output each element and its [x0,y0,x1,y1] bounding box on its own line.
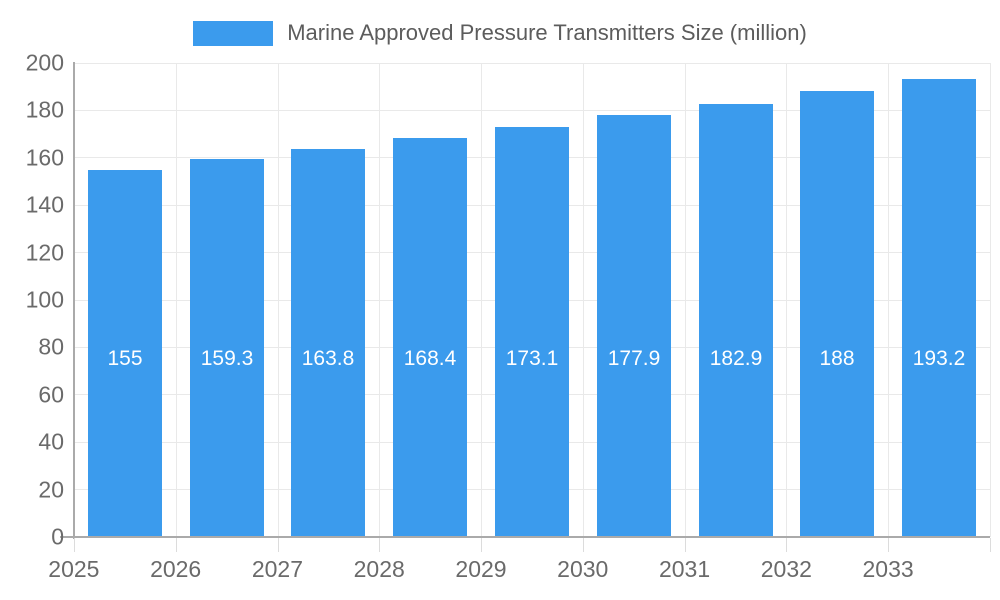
y-tick-label: 180 [25,96,64,123]
x-tick-label-2025: 2025 [48,556,100,582]
legend-label: Marine Approved Pressure Transmitters Si… [287,20,807,45]
bar-2025[interactable]: 155 [88,169,162,537]
x-gridline [481,63,482,537]
bar-2033[interactable]: 193.2 [902,79,976,537]
x-gridline [379,63,380,537]
x-tick-mark [685,538,686,552]
y-gridline [74,62,990,64]
bar-2026[interactable]: 159.3 [190,159,264,537]
bar-value-label: 163.8 [301,347,355,370]
y-tick-label: 60 [38,381,64,408]
bar-value-label: 155 [107,347,143,370]
x-gridline [278,63,279,537]
y-tick-label: 160 [25,144,64,171]
x-tick-label-2032: 2032 [760,556,812,582]
x-tick-label-2031: 2031 [658,556,711,582]
bar-value-label: 188 [819,347,855,370]
x-gridline [583,63,584,537]
bar-value-label: 173.1 [505,347,559,370]
y-tick-label: 100 [25,286,64,313]
y-tick-label: 140 [25,191,64,218]
x-tick-label-2033: 2033 [862,556,914,582]
bar-2029[interactable]: 173.1 [495,126,569,537]
bar-2031[interactable]: 182.9 [699,103,773,537]
bar-2028[interactable]: 168.4 [393,137,467,537]
bar-value-label: 159.3 [200,347,254,370]
bar-2030[interactable]: 177.9 [597,115,671,537]
x-gridline [176,63,177,537]
y-tick-label: 40 [38,428,64,455]
x-tick-mark [990,538,991,552]
plot-area: 155 159.3 163.8 168.4 173.1 177.9 182.9 188 193.… [74,62,991,538]
x-tick-mark [176,538,177,552]
y-tick-label: 20 [38,476,64,503]
x-tick-label-2027: 2027 [251,556,304,582]
bar-2027[interactable]: 163.8 [291,148,365,537]
chart-legend: Marine Approved Pressure Transmitters Si… [0,14,1000,52]
x-tick-label-2030: 2030 [557,556,609,582]
x-tick-label-2026: 2026 [150,556,202,582]
x-tick-mark [583,538,584,552]
y-tick-label: 80 [38,333,64,360]
x-tick-mark [786,538,787,552]
x-tick-mark [888,538,889,552]
y-tick-label: 0 [51,523,64,550]
bar-value-label: 177.9 [607,347,661,370]
legend-color-swatch[interactable] [193,20,274,46]
x-tick-mark [74,538,75,552]
x-axis-line [60,536,990,538]
bar-value-label: 193.2 [912,347,966,370]
y-tick-label: 120 [25,239,64,266]
bar-2032[interactable]: 188 [800,91,874,537]
x-gridline [888,63,889,537]
y-tick-label: 200 [25,49,64,76]
x-gridline [990,63,991,537]
x-tick-mark [379,538,380,552]
bar-value-label: 182.9 [709,347,763,370]
y-axis-line [73,62,75,539]
bar-value-label: 168.4 [403,347,457,370]
x-tick-mark [481,538,482,552]
y-gridline [74,109,990,111]
x-tick-label-2028: 2028 [353,556,405,582]
x-tick-mark [278,538,279,552]
x-tick-label-2029: 2029 [455,556,507,582]
x-gridline [786,63,787,537]
x-gridline [685,63,686,537]
